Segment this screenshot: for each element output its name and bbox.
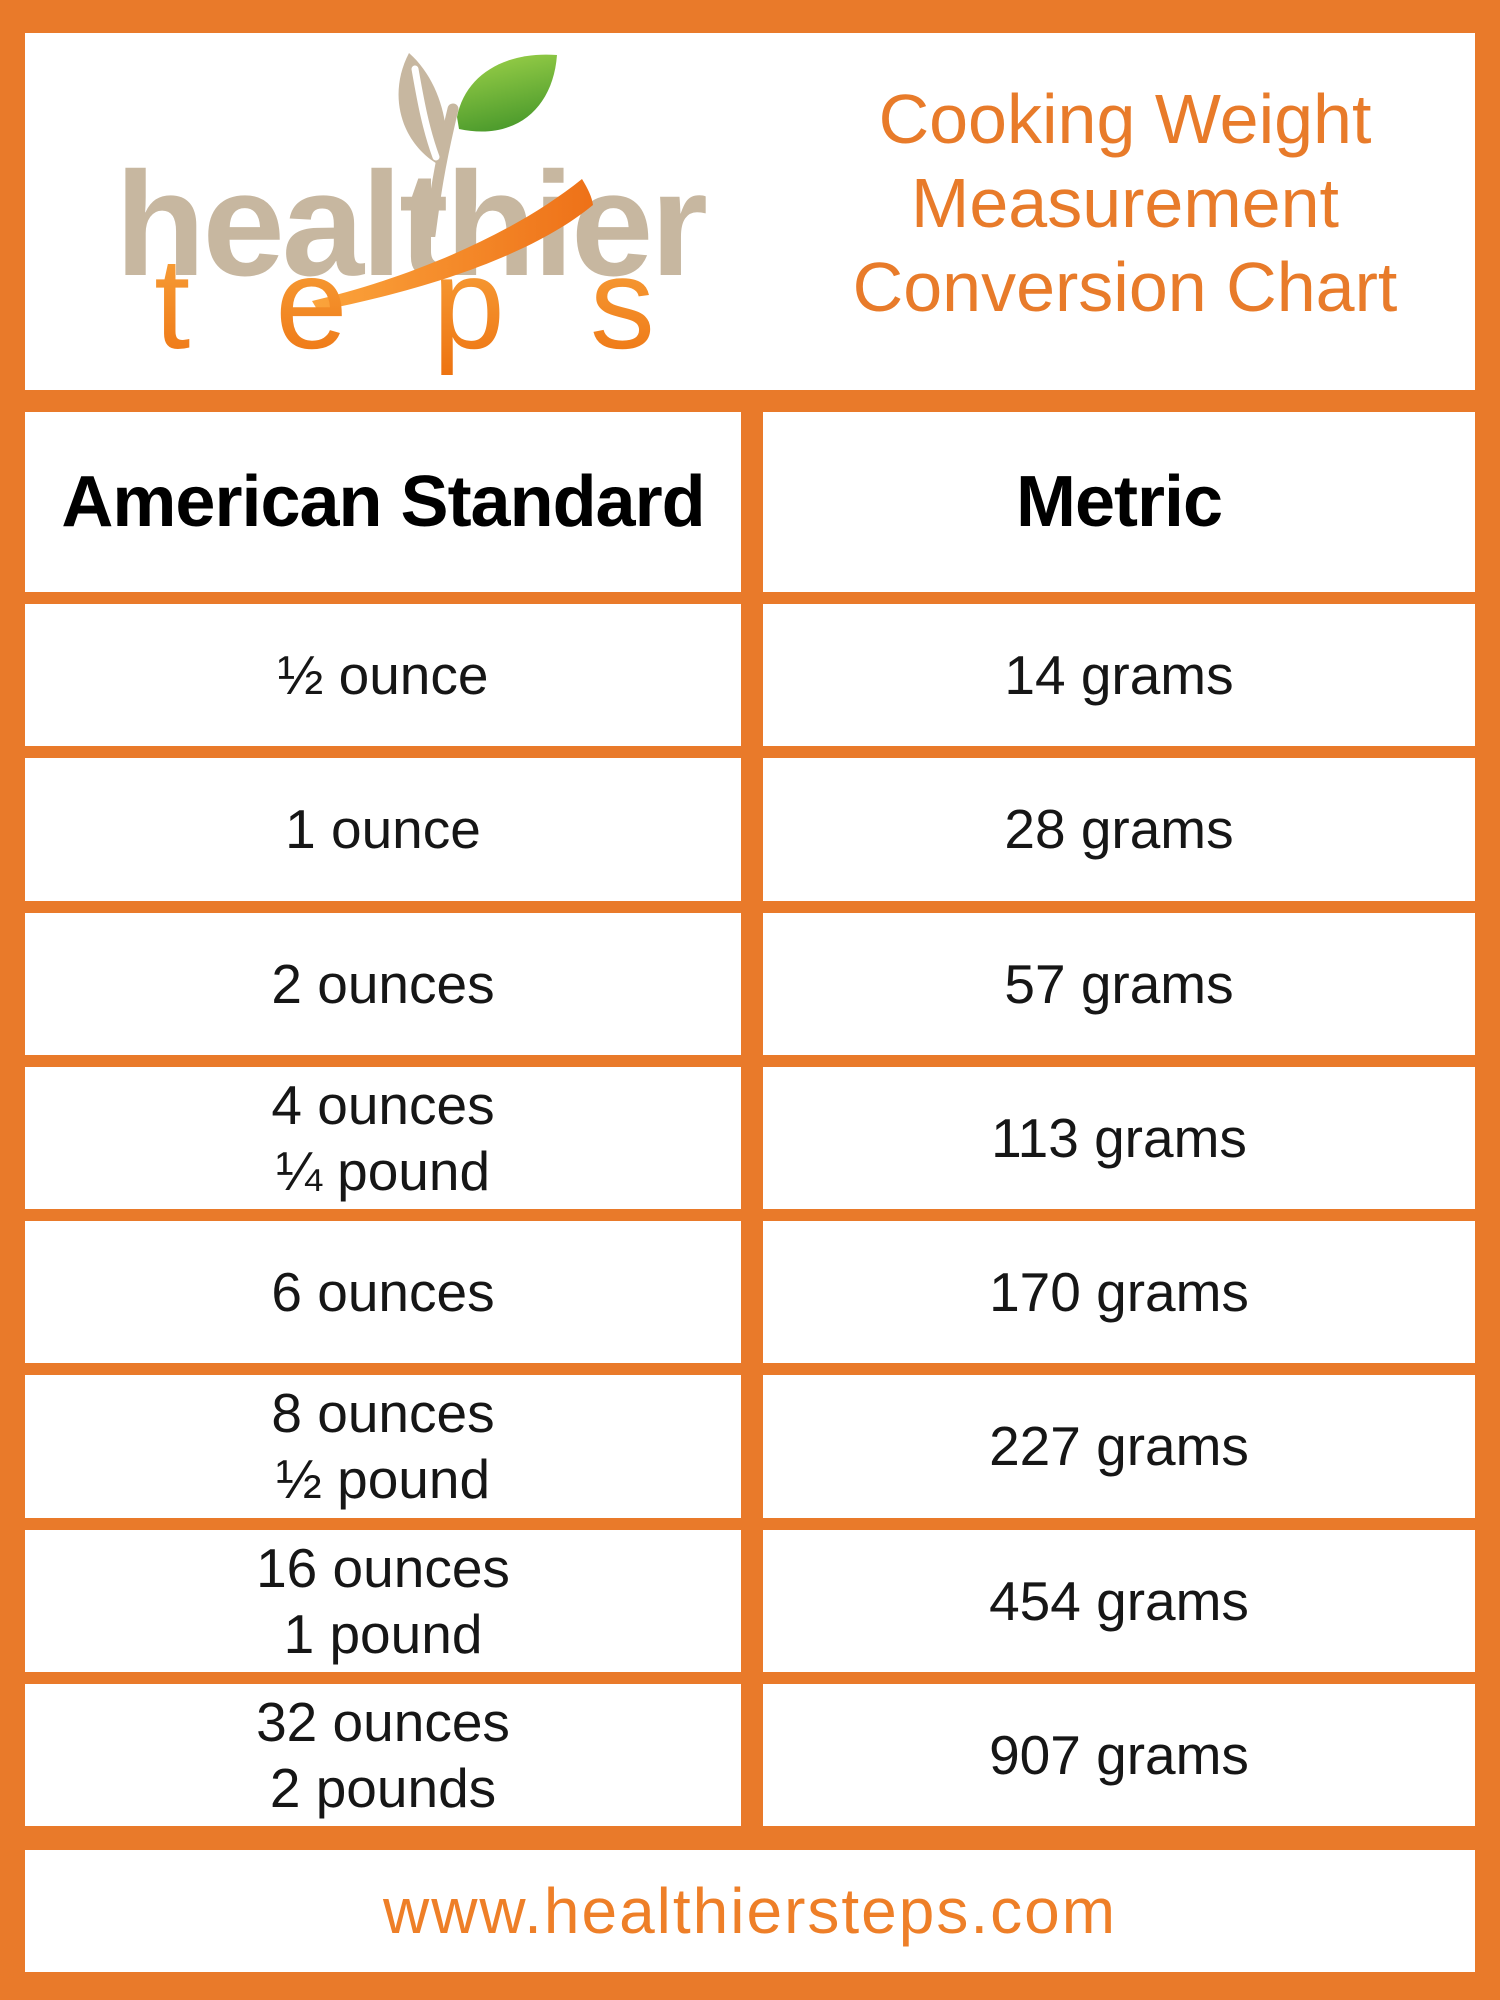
cell-text: 28 grams bbox=[1004, 798, 1234, 861]
table-cell: 113 grams bbox=[763, 1066, 1475, 1209]
page-title: Cooking Weight Measurement Conversion Ch… bbox=[795, 77, 1455, 329]
table-cell: 907 grams bbox=[763, 1683, 1475, 1826]
table-cell: 57 grams bbox=[763, 912, 1475, 1055]
cell-text: 170 grams bbox=[989, 1261, 1249, 1324]
cell-text: 227 grams bbox=[989, 1415, 1249, 1478]
column-header: Metric bbox=[763, 412, 1475, 592]
american-standard-column: American Standard ½ ounce 1 ounce 2 ounces 4… bbox=[25, 412, 741, 1826]
table-cell: 454 grams bbox=[763, 1529, 1475, 1672]
cell-text: ½ pound bbox=[275, 1448, 491, 1511]
svg-text:steps: steps bbox=[80, 236, 740, 376]
table-cell: 14 grams bbox=[763, 604, 1475, 747]
table-cell: 6 ounces bbox=[25, 1221, 741, 1364]
cell-text: 8 ounces bbox=[271, 1382, 495, 1445]
cell-text: 1 ounce bbox=[285, 798, 481, 861]
page-title-line-3: Conversion Chart bbox=[852, 248, 1398, 326]
table-cell: 8 ounces ½ pound bbox=[25, 1375, 741, 1518]
cell-text: 16 ounces bbox=[256, 1536, 510, 1599]
swoosh-icon bbox=[312, 179, 593, 311]
cell-text: 454 grams bbox=[989, 1569, 1249, 1632]
cell-text: 6 ounces bbox=[271, 1261, 495, 1324]
table-cell: 16 ounces 1 pound bbox=[25, 1529, 741, 1672]
table-cell: 2 ounces bbox=[25, 912, 741, 1055]
table-cell: 4 ounces ¼ pound bbox=[25, 1066, 741, 1209]
sprout-leaves-icon bbox=[398, 53, 557, 237]
metric-column: Metric 14 grams 28 grams 57 grams 113 grams 1… bbox=[763, 412, 1475, 1826]
footer: www.healthiersteps.com bbox=[25, 1850, 1475, 1972]
cell-text: 14 grams bbox=[1004, 644, 1234, 707]
column-header: American Standard bbox=[25, 412, 741, 592]
cell-text: 2 ounces bbox=[271, 952, 495, 1015]
table-cell: 32 ounces 2 pounds bbox=[25, 1683, 741, 1826]
table-cell: 170 grams bbox=[763, 1221, 1475, 1364]
cell-text: ½ ounce bbox=[277, 644, 489, 707]
cell-text: 907 grams bbox=[989, 1723, 1249, 1786]
brand-wordmark-steps: steps bbox=[80, 236, 740, 376]
healthier-steps-logo: healthier steps bbox=[80, 51, 740, 381]
table-cell: 28 grams bbox=[763, 758, 1475, 901]
cell-text: 4 ounces bbox=[271, 1073, 495, 1136]
table-cell: 1 ounce bbox=[25, 758, 741, 901]
cell-text: 113 grams bbox=[991, 1106, 1247, 1169]
cell-text: 2 pounds bbox=[269, 1756, 497, 1819]
table-cell: ½ ounce bbox=[25, 604, 741, 747]
website-url: www.healthiersteps.com bbox=[382, 1875, 1118, 1947]
cell-text: 32 ounces bbox=[256, 1690, 510, 1753]
page-title-line-2: Measurement bbox=[911, 164, 1339, 242]
cell-text: 57 grams bbox=[1004, 952, 1234, 1015]
cell-text: ¼ pound bbox=[275, 1139, 491, 1202]
page-title-line-1: Cooking Weight bbox=[878, 80, 1372, 158]
header: healthier steps bbox=[25, 33, 1475, 390]
table-cell: 227 grams bbox=[763, 1375, 1475, 1518]
cell-text: 1 pound bbox=[283, 1602, 483, 1665]
